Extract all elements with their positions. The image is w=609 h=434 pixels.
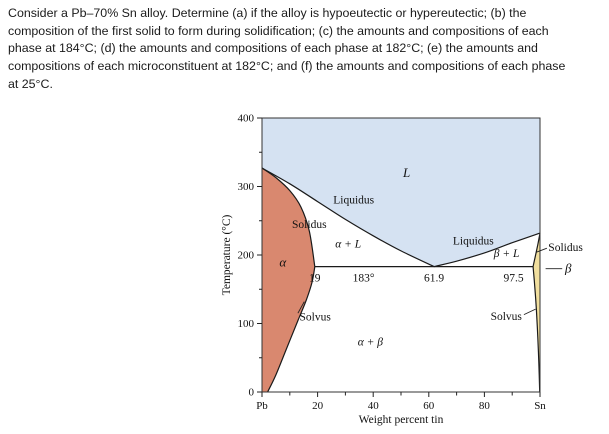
chart-label: α + β <box>358 336 384 348</box>
chart-label: 61.9 <box>424 273 444 285</box>
x-tick-label: Pb <box>256 400 268 412</box>
chart-label: Solidus <box>292 219 327 231</box>
solidus-beta-curve <box>532 232 541 267</box>
y-tick-label: 400 <box>238 113 255 125</box>
region-liquid <box>262 118 540 267</box>
leader-line <box>297 301 305 314</box>
chart-label: α <box>279 255 287 270</box>
chart-label: 19 <box>309 273 321 285</box>
solidus-alpha-curve <box>261 167 316 267</box>
phase-diagram-figure: Pb 20 40 60 80 Sn 0 100 200 300 400 Weight percent … <box>218 108 602 434</box>
y-tick-label: 0 <box>249 387 255 399</box>
chart-label: L <box>402 165 410 180</box>
x-axis-title: Weight percent tin <box>359 414 444 426</box>
liquidus-curve <box>261 167 541 268</box>
x-tick-label: 60 <box>423 400 435 412</box>
solvus-beta-curve <box>532 266 541 393</box>
chart-label: Solidus <box>548 242 583 254</box>
y-tick-label: 200 <box>238 250 255 262</box>
x-tick-label: Sn <box>534 400 546 412</box>
chart-label: Liquidus <box>453 236 494 248</box>
chart-label: Solvus <box>491 311 523 323</box>
chart-label: β <box>564 261 572 276</box>
region-alpha <box>262 168 315 392</box>
x-tick-label: 80 <box>479 400 491 412</box>
chart-label: Liquidus <box>333 195 374 207</box>
pb-sn-phase-diagram: Pb 20 40 60 80 Sn 0 100 200 300 400 Weight percent … <box>221 113 583 427</box>
chart-label: β + L <box>493 248 520 260</box>
y-tick-label: 300 <box>238 181 255 193</box>
x-tick-label: 20 <box>312 400 324 412</box>
solvus-alpha-curve <box>267 266 316 393</box>
y-tick-label: 100 <box>238 318 255 330</box>
chart-label: 183° <box>353 273 375 285</box>
x-tick-label: 40 <box>368 400 380 412</box>
problem-statement: Consider a Pb–70% Sn alloy. Determine (a… <box>8 6 566 91</box>
chart-label: Solvus <box>300 312 332 324</box>
y-axis-title: Temperature (°C) <box>221 214 233 295</box>
chart-label: 97.5 <box>504 273 524 285</box>
leader-line <box>535 247 548 253</box>
region-beta <box>533 233 540 392</box>
leader-line <box>523 308 536 316</box>
chart-label: α + L <box>335 238 361 250</box>
